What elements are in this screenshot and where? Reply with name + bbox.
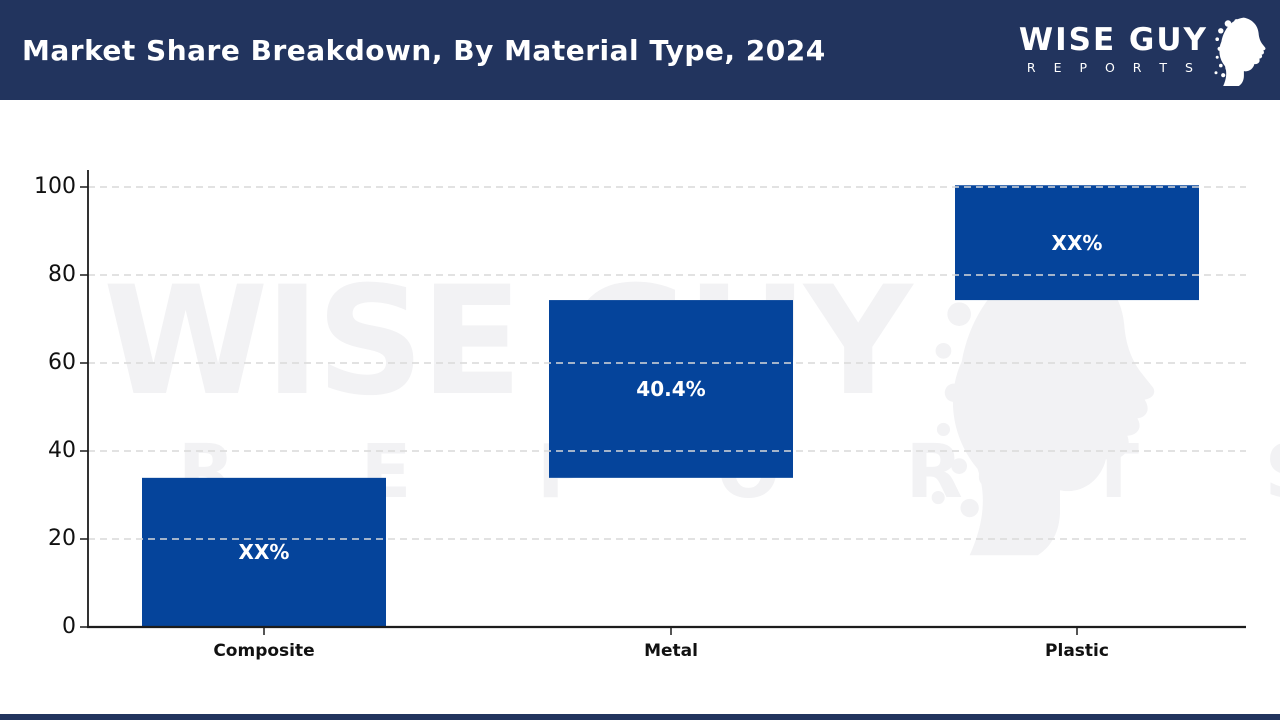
- bar-metal: [549, 300, 793, 478]
- face-dot: [935, 342, 952, 359]
- face-dot: [1215, 37, 1219, 41]
- face-dot: [1233, 49, 1238, 54]
- face-dot: [978, 302, 1019, 342]
- brand-logo: WISE GUY R E P O R T S: [1000, 0, 1270, 100]
- face-dot: [1234, 66, 1239, 70]
- face-dot: [1024, 298, 1046, 320]
- face-dot: [1221, 73, 1226, 78]
- face-dot: [978, 464, 1003, 489]
- face-dot: [1222, 39, 1227, 44]
- face-dot: [1218, 28, 1224, 34]
- face-dot: [970, 380, 1006, 416]
- face-dot: [1040, 337, 1057, 354]
- footer-bar: [0, 714, 1280, 720]
- face-dot: [1019, 468, 1036, 485]
- face-dot: [1215, 55, 1219, 59]
- face-dot: [964, 350, 986, 372]
- face-dot: [960, 498, 979, 518]
- face-dot: [999, 506, 1013, 520]
- face-dot: [1235, 27, 1241, 32]
- face-dot: [967, 426, 983, 443]
- face-dot: [1234, 19, 1239, 24]
- face-dot: [1223, 46, 1232, 54]
- face-dot: [1222, 56, 1227, 61]
- face-dot: [1217, 46, 1222, 51]
- face-dot: [1238, 23, 1242, 27]
- face-dot: [947, 302, 971, 326]
- face-dot: [1225, 65, 1231, 71]
- face-dot: [1225, 28, 1235, 38]
- face-dot: [944, 383, 964, 402]
- face-dot: [1230, 74, 1234, 78]
- page-title: Market Share Breakdown, By Material Type…: [22, 33, 826, 67]
- header-bar: Market Share Breakdown, By Material Type…: [0, 0, 1280, 100]
- bar-composite: [142, 477, 386, 627]
- face-dot: [998, 348, 1025, 375]
- brand-logo-face-icon: [1214, 17, 1266, 87]
- face-dot: [1224, 20, 1232, 27]
- watermark-face-icon: [931, 256, 1155, 556]
- face-dot: [1229, 38, 1236, 45]
- face-dot: [1219, 63, 1223, 68]
- face-dot: [936, 422, 950, 436]
- face-dot: [1228, 56, 1235, 63]
- face-dot: [994, 428, 1019, 452]
- face-dot: [951, 458, 968, 474]
- face-dot: [1214, 71, 1218, 75]
- bar-plastic: [955, 185, 1199, 301]
- face-dot: [931, 491, 945, 505]
- brand-logo-text: WISE GUY R E P O R T S: [1018, 22, 1208, 76]
- brand-logo-wordmark: WISE GUY: [1018, 22, 1208, 58]
- face-dot: [1239, 36, 1243, 40]
- brand-logo-subtext: R E P O R T S: [1026, 60, 1200, 75]
- face-dot: [1012, 394, 1032, 413]
